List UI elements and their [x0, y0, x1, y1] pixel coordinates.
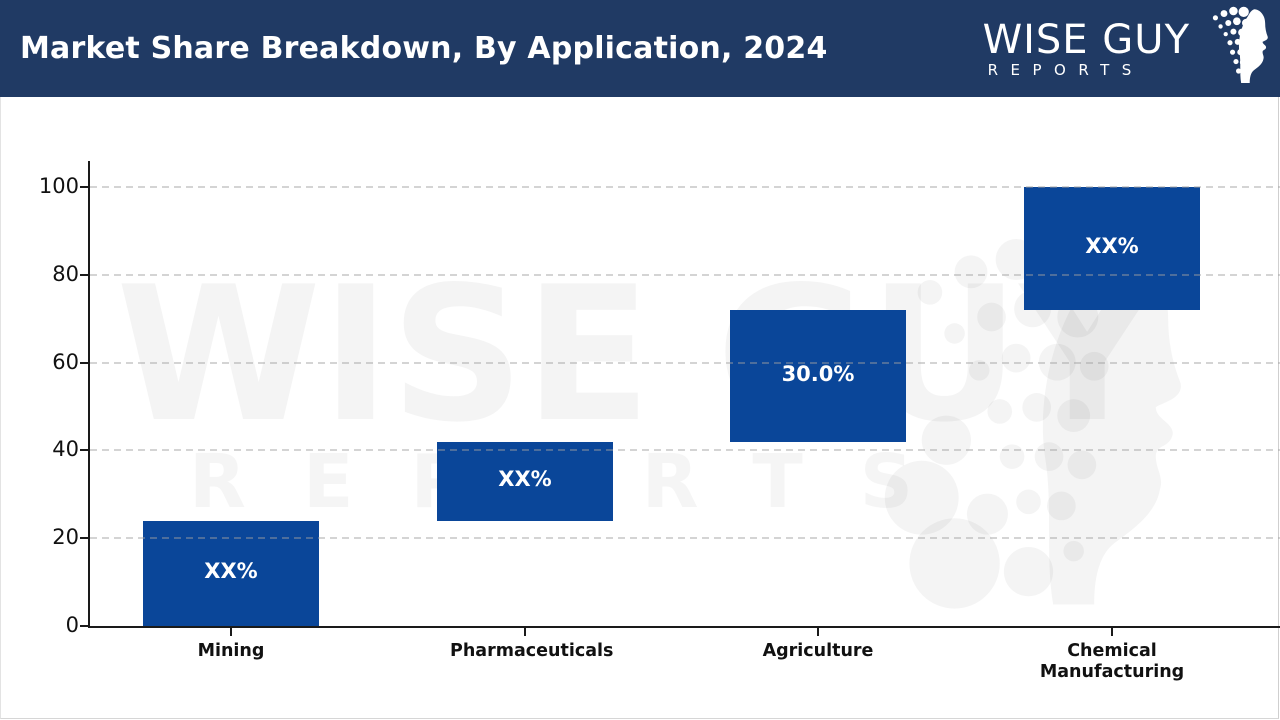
- y-tick-label: 0: [65, 613, 79, 637]
- logo-subtitle: REPORTS: [987, 60, 1144, 79]
- bar-mining: [143, 520, 319, 626]
- y-tick-label: 100: [38, 174, 79, 198]
- y-tick-label: 80: [52, 261, 79, 286]
- gridline-60: [90, 361, 1280, 364]
- category-label-text: Mining: [197, 641, 265, 661]
- category-label-text: Agriculture: [762, 641, 874, 661]
- bar-value-label-chemical-manufacturing: XX%: [1085, 234, 1139, 259]
- gridline-20: [90, 537, 1280, 540]
- x-tick-mark: [524, 628, 526, 636]
- y-tick-mark: [80, 449, 88, 452]
- watermark-wordmark: WISE GUY: [116, 262, 1155, 448]
- category-label-chemical-manufacturing: Chemical Manufacturing: [1024, 641, 1200, 682]
- logo-text: WISE GUY REPORTS: [983, 20, 1190, 78]
- gridline-100: [90, 186, 1280, 188]
- plot-area: WISE GUY REPORTS 020406080100XX%MiningXX…: [0, 97, 1280, 719]
- y-tick-mark: [80, 186, 88, 188]
- y-axis-line: [88, 161, 90, 626]
- category-label-text: Chemical Manufacturing: [1039, 641, 1185, 682]
- wise-guy-reports-logo: WISE GUY REPORTS: [983, 6, 1272, 90]
- logo-wordmark: WISE GUY: [982, 16, 1190, 63]
- dotted-face-icon: [1212, 6, 1268, 83]
- x-axis-line: [88, 626, 1280, 628]
- y-tick-mark: [80, 537, 88, 540]
- chart-title: Market Share Breakdown, By Application, …: [20, 31, 828, 66]
- category-label-mining: Mining: [143, 641, 319, 662]
- category-label-pharmaceuticals: Pharmaceuticals: [437, 641, 613, 662]
- y-tick-label: 60: [52, 349, 79, 374]
- bar-agriculture: [730, 309, 906, 442]
- bar-value-label-pharmaceuticals: XX%: [498, 467, 552, 492]
- header-banner: Market Share Breakdown, By Application, …: [0, 0, 1280, 97]
- y-tick-label: 20: [52, 525, 79, 550]
- bar-value-label-agriculture: 30.0%: [781, 361, 855, 386]
- x-tick-mark: [817, 628, 819, 636]
- bar-chemical-manufacturing: [1024, 187, 1200, 310]
- x-tick-mark: [1111, 628, 1113, 636]
- category-label-agriculture: Agriculture: [730, 641, 906, 662]
- y-tick-mark: [80, 625, 88, 627]
- y-tick-mark: [80, 273, 88, 276]
- bar-pharmaceuticals: [437, 441, 613, 521]
- gridline-80: [90, 273, 1280, 276]
- bar-value-label-mining: XX%: [204, 559, 258, 584]
- category-label-text: Pharmaceuticals: [450, 641, 614, 661]
- y-tick-label: 40: [52, 437, 79, 462]
- gridline-40: [90, 449, 1280, 452]
- y-tick-mark: [80, 361, 88, 364]
- x-tick-mark: [230, 628, 232, 636]
